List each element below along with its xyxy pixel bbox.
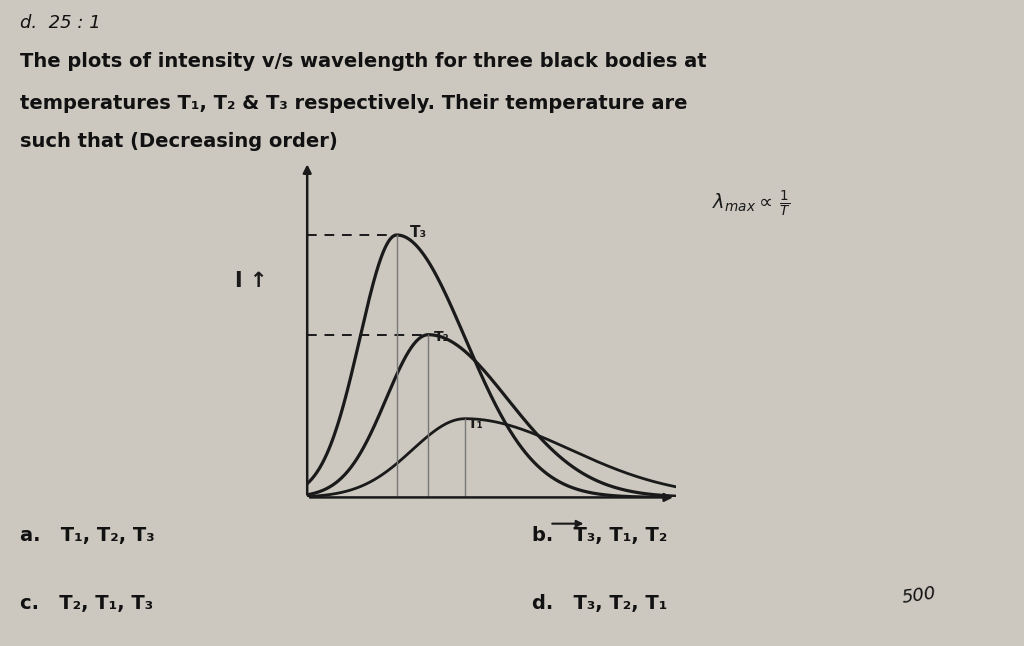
Text: c.   T₂, T₁, T₃: c. T₂, T₁, T₃ bbox=[20, 594, 154, 613]
Text: such that (Decreasing order): such that (Decreasing order) bbox=[20, 132, 338, 151]
Text: I ↑: I ↑ bbox=[234, 271, 267, 291]
Text: a.   T₁, T₂, T₃: a. T₁, T₂, T₃ bbox=[20, 526, 155, 545]
Text: b.   T₃, T₁, T₂: b. T₃, T₁, T₂ bbox=[532, 526, 668, 545]
Text: 500: 500 bbox=[901, 585, 938, 607]
Text: T₂: T₂ bbox=[433, 330, 450, 344]
Text: T₃: T₃ bbox=[410, 225, 427, 240]
Text: d.  25 : 1: d. 25 : 1 bbox=[20, 14, 101, 32]
Text: The plots of intensity v/s wavelength for three black bodies at: The plots of intensity v/s wavelength fo… bbox=[20, 52, 708, 70]
Text: T₁: T₁ bbox=[468, 417, 483, 431]
Text: d.   T₃, T₂, T₁: d. T₃, T₂, T₁ bbox=[532, 594, 668, 613]
Text: $\lambda_{max}\propto\,\frac{1}{T}$: $\lambda_{max}\propto\,\frac{1}{T}$ bbox=[712, 189, 791, 218]
Text: temperatures T₁, T₂ & T₃ respectively. Their temperature are: temperatures T₁, T₂ & T₃ respectively. T… bbox=[20, 94, 688, 112]
